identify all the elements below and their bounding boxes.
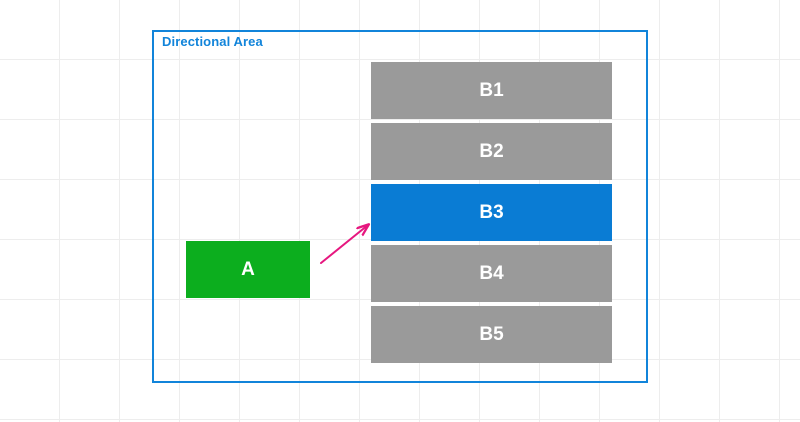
node-b4[interactable]: B4 <box>371 245 612 302</box>
node-b3-label: B3 <box>479 201 504 223</box>
directional-area-container[interactable] <box>152 30 648 383</box>
node-b1-label: B1 <box>479 79 504 101</box>
node-b2[interactable]: B2 <box>371 123 612 180</box>
directional-area-label: Directional Area <box>162 34 263 49</box>
node-a[interactable]: A <box>186 241 310 298</box>
node-b4-label: B4 <box>479 262 504 284</box>
node-b1[interactable]: B1 <box>371 62 612 119</box>
node-b3[interactable]: B3 <box>371 184 612 241</box>
node-a-label: A <box>241 258 255 280</box>
node-b5-label: B5 <box>479 323 504 345</box>
node-b2-label: B2 <box>479 140 504 162</box>
node-b5[interactable]: B5 <box>371 306 612 363</box>
